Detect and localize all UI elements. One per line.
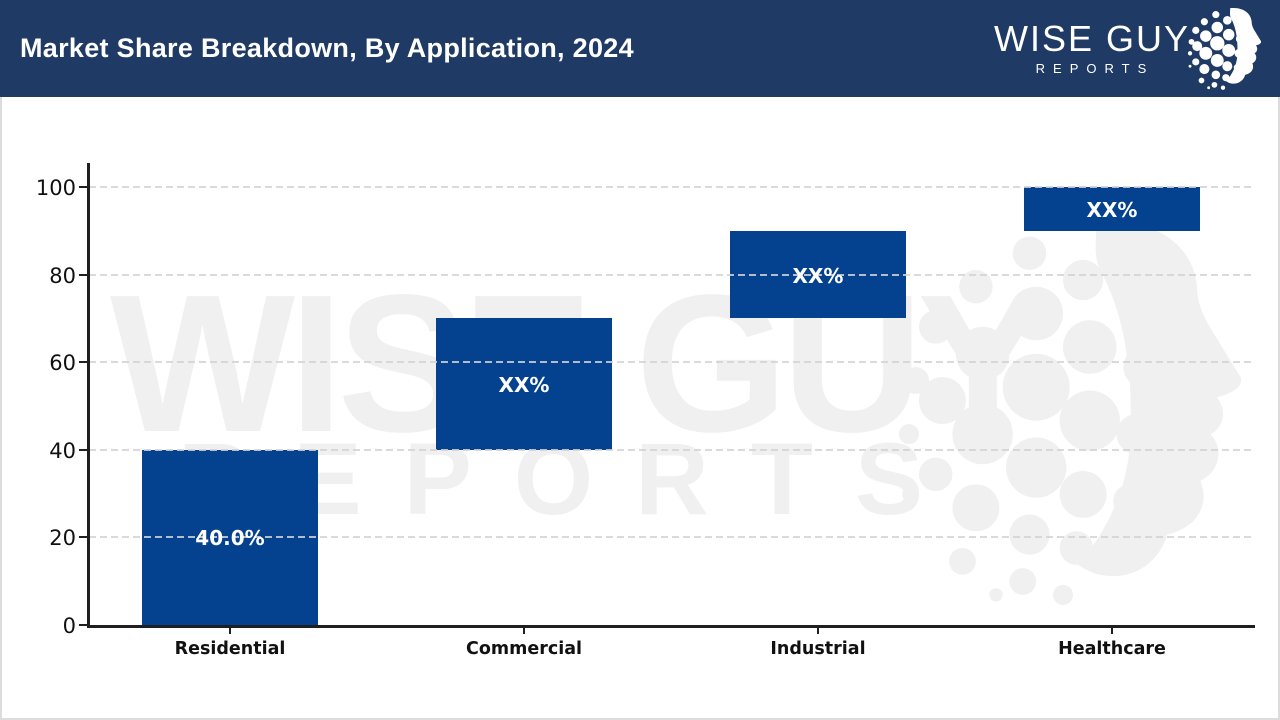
x-axis-tick-mark	[1111, 627, 1113, 634]
logo-subtitle: REPORTS	[1035, 61, 1155, 76]
gridline-60	[89, 361, 1255, 364]
y-axis-tick-mark	[79, 186, 87, 188]
logo: WISE GUY REPORTS	[994, 6, 1266, 92]
y-axis-tick-mark	[79, 624, 87, 626]
bar-value-label: XX%	[498, 373, 550, 398]
y-axis-tick-label: 80	[49, 263, 76, 288]
y-axis-tick-label: 100	[35, 176, 76, 200]
y-axis-tick-mark	[79, 536, 87, 539]
bar-value-label: 40.0%	[195, 526, 265, 551]
x-axis-category-label: Residential	[174, 639, 286, 659]
x-axis-tick-mark	[817, 627, 819, 634]
wiseguy-face-icon	[1187, 7, 1262, 90]
x-axis-category-label: Commercial	[465, 639, 582, 659]
y-axis-tick-label: 0	[62, 614, 76, 638]
gridline-40	[89, 448, 1255, 451]
x-axis-line	[87, 625, 1255, 628]
gridline-100	[89, 186, 1255, 188]
y-axis-tick-mark	[79, 361, 87, 364]
y-axis-tick-label: 60	[49, 351, 76, 376]
gridline-20	[89, 536, 1255, 539]
bar-healthcare	[1024, 187, 1200, 231]
y-axis-tick-label: 20	[49, 526, 76, 551]
header-bar: Market Share Breakdown, By Application, …	[0, 0, 1280, 97]
bar-value-label: XX%	[1086, 197, 1138, 222]
y-axis-tick-mark	[79, 448, 87, 451]
page-title: Market Share Breakdown, By Application, …	[20, 33, 634, 63]
x-axis-tick-mark	[523, 627, 525, 634]
gridline-80	[89, 273, 1255, 276]
x-axis-category-label: Industrial	[770, 639, 866, 659]
logo-text: WISE GUY REPORTS	[993, 18, 1190, 77]
logo-wordmark: WISE GUY	[993, 18, 1190, 59]
bar-commercial	[436, 318, 612, 450]
x-axis-tick-mark	[229, 627, 231, 634]
y-axis-tick-label: 40	[49, 438, 76, 463]
y-axis-tick-mark	[79, 273, 87, 276]
x-axis-category-label: Healthcare	[1058, 639, 1166, 659]
bar-value-label: XX%	[792, 263, 844, 288]
y-axis-line	[87, 163, 90, 627]
